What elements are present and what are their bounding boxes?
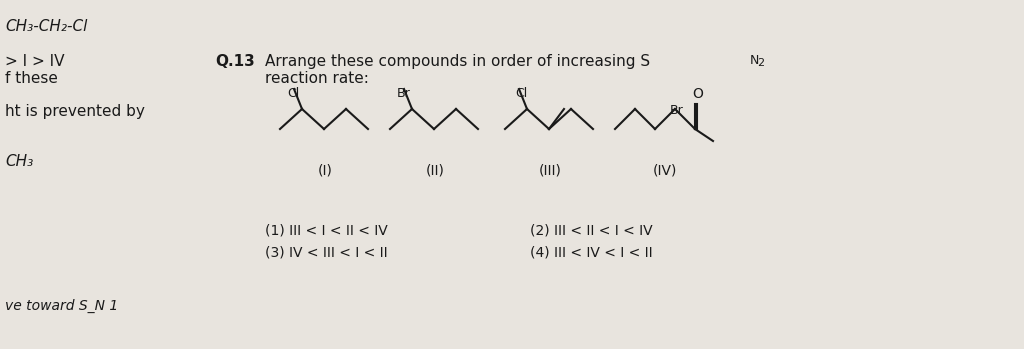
Text: (4) III < IV < I < II: (4) III < IV < I < II [530,246,652,260]
Text: Br: Br [670,104,684,117]
Text: (I): (I) [317,164,333,178]
Text: (3) IV < III < I < II: (3) IV < III < I < II [265,246,388,260]
Text: reaction rate:: reaction rate: [265,71,369,86]
Text: N: N [750,54,760,67]
Text: Q.13: Q.13 [215,54,255,69]
Text: (II): (II) [426,164,444,178]
Text: Cl: Cl [287,87,299,100]
Text: f these: f these [5,71,58,86]
Text: (III): (III) [539,164,561,178]
Text: (1) III < I < II < IV: (1) III < I < II < IV [265,224,388,238]
Text: ve toward S_N 1: ve toward S_N 1 [5,299,118,313]
Text: CH₃-CH₂-Cl: CH₃-CH₂-Cl [5,19,87,34]
Text: > I > IV: > I > IV [5,54,65,69]
Text: Br: Br [397,87,411,100]
Text: ht is prevented by: ht is prevented by [5,104,144,119]
Text: (IV): (IV) [653,164,677,178]
Text: CH₃: CH₃ [5,154,33,169]
Text: Arrange these compounds in order of increasing S: Arrange these compounds in order of incr… [265,54,650,69]
Text: Cl: Cl [515,87,527,100]
Text: (2) III < II < I < IV: (2) III < II < I < IV [530,224,652,238]
Text: 2: 2 [757,58,764,68]
Text: O: O [692,87,702,101]
